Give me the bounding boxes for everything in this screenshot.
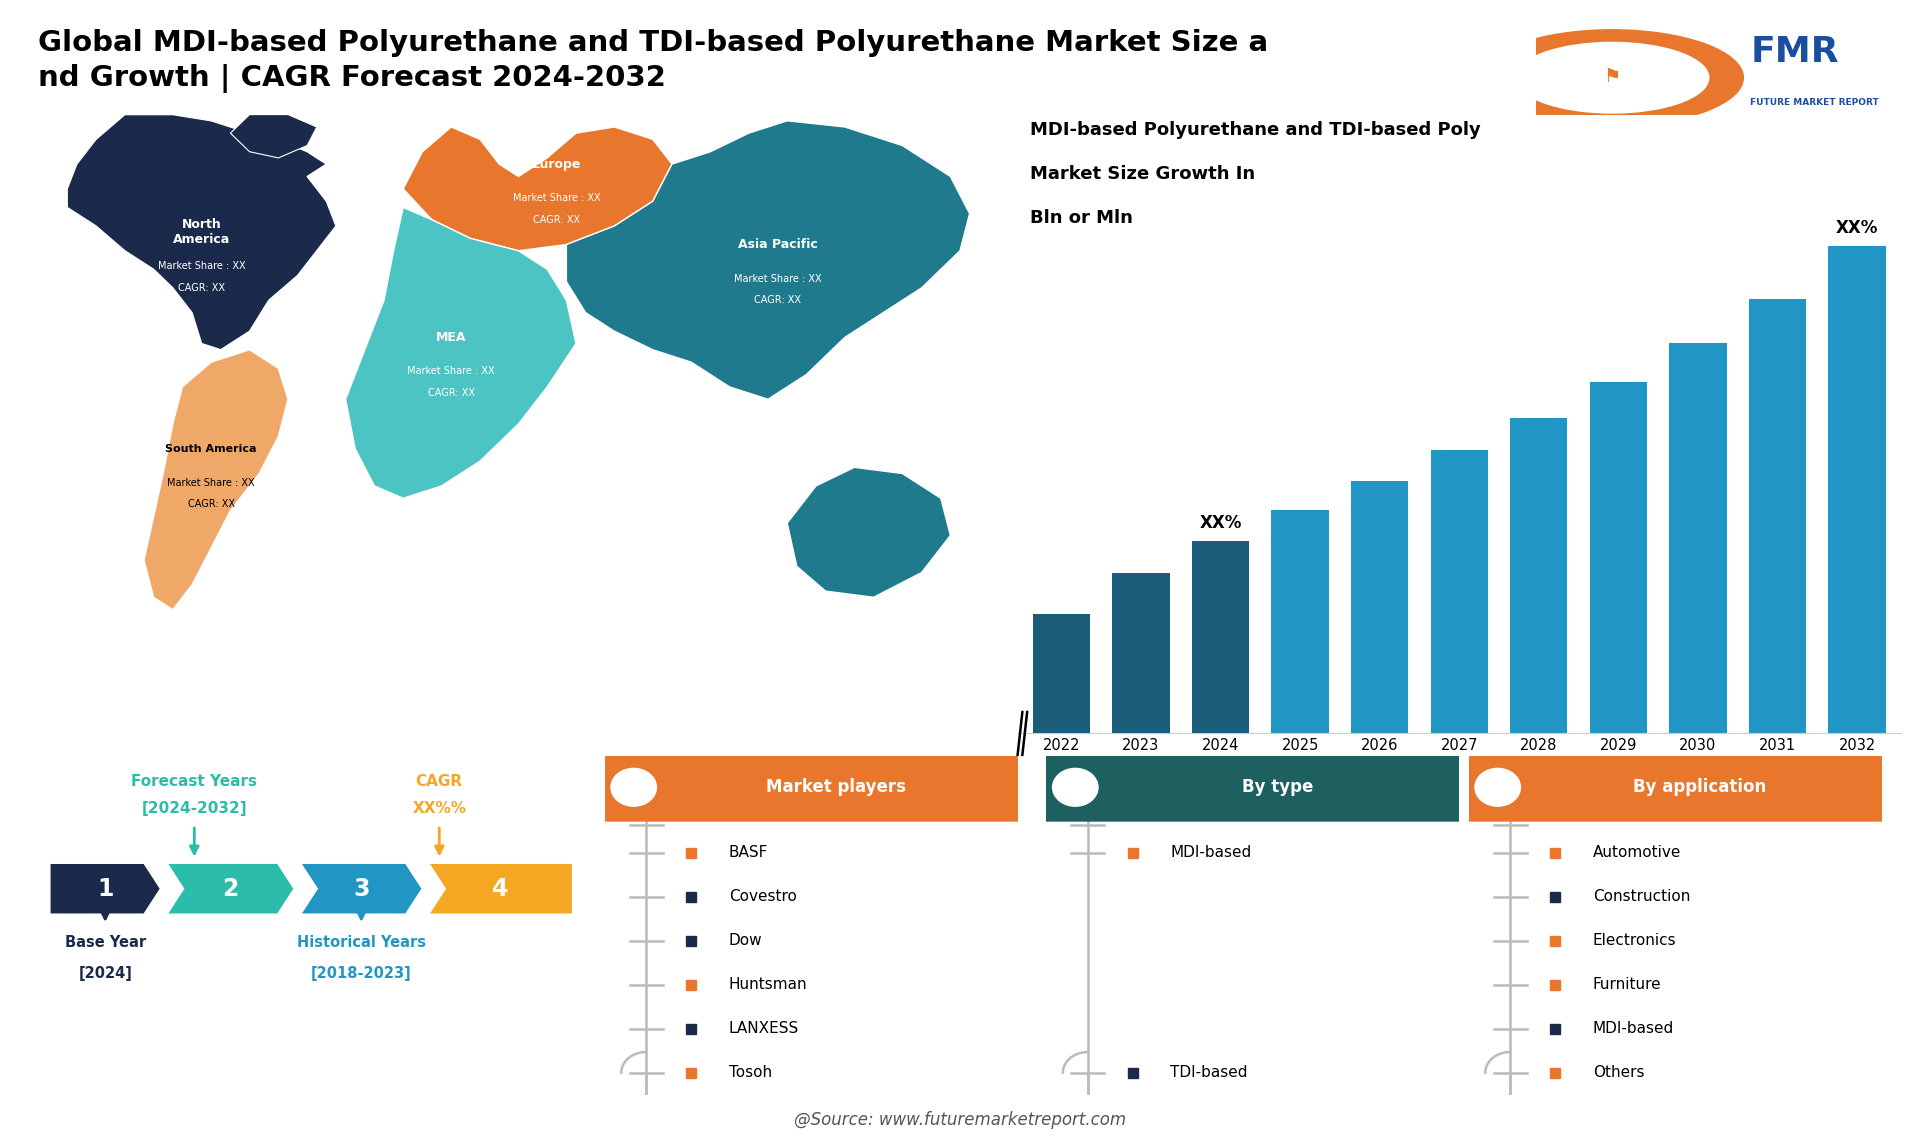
Text: TDI-based: TDI-based: [1171, 1065, 1248, 1081]
Text: 3: 3: [353, 877, 369, 901]
FancyBboxPatch shape: [1035, 753, 1471, 822]
Text: Market Share : XX: Market Share : XX: [733, 274, 822, 283]
Text: ⚑: ⚑: [1603, 69, 1620, 87]
Text: Forecast Years: Forecast Years: [131, 774, 257, 788]
Text: FMR: FMR: [1751, 36, 1839, 70]
Text: Europe: Europe: [532, 158, 582, 171]
Text: XX%: XX%: [1836, 219, 1878, 237]
Circle shape: [1515, 42, 1709, 113]
Text: North
America: North America: [173, 218, 230, 246]
Bar: [1668, 343, 1726, 733]
Text: LANXESS: LANXESS: [730, 1021, 799, 1036]
Bar: [1033, 614, 1091, 733]
Circle shape: [1475, 769, 1521, 807]
Text: Bln or Mln: Bln or Mln: [1029, 209, 1133, 227]
Text: Construction: Construction: [1592, 889, 1690, 904]
Text: MDI-based: MDI-based: [1171, 845, 1252, 861]
Bar: [1112, 573, 1169, 733]
Polygon shape: [67, 115, 336, 350]
Text: Others: Others: [1592, 1065, 1644, 1081]
Text: 1: 1: [98, 877, 113, 901]
Text: Furniture: Furniture: [1592, 978, 1661, 992]
Bar: [1749, 299, 1807, 733]
Text: MDI-based Polyurethane and TDI-based Poly: MDI-based Polyurethane and TDI-based Pol…: [1029, 120, 1480, 139]
Text: 4: 4: [492, 877, 509, 901]
Text: By type: By type: [1242, 778, 1313, 796]
Text: Covestro: Covestro: [730, 889, 797, 904]
FancyBboxPatch shape: [593, 753, 1029, 822]
Text: Dow: Dow: [730, 933, 762, 948]
Text: Global MDI-based Polyurethane and TDI-based Polyurethane Market Size a
nd Growth: Global MDI-based Polyurethane and TDI-ba…: [38, 29, 1269, 93]
Polygon shape: [167, 863, 294, 915]
Bar: [1511, 418, 1567, 733]
Text: @Source: www.futuremarketreport.com: @Source: www.futuremarketreport.com: [795, 1110, 1125, 1129]
Text: 2: 2: [223, 877, 238, 901]
Circle shape: [1480, 30, 1743, 126]
Polygon shape: [50, 863, 161, 915]
Polygon shape: [403, 127, 672, 251]
Text: Market Share : XX: Market Share : XX: [513, 194, 601, 203]
Polygon shape: [566, 120, 970, 399]
Circle shape: [611, 769, 657, 807]
Text: FUTURE MARKET REPORT: FUTURE MARKET REPORT: [1751, 99, 1880, 108]
Polygon shape: [300, 863, 422, 915]
Text: XX%: XX%: [1200, 515, 1242, 532]
Polygon shape: [787, 468, 950, 597]
Text: [2018-2023]: [2018-2023]: [311, 966, 411, 981]
Bar: [1271, 510, 1329, 733]
Text: CAGR: XX: CAGR: XX: [188, 500, 234, 510]
Text: Historical Years: Historical Years: [298, 935, 426, 950]
Polygon shape: [346, 207, 576, 499]
Bar: [1192, 541, 1250, 733]
Text: CAGR: XX: CAGR: XX: [179, 283, 225, 293]
Text: CAGR: XX: CAGR: XX: [755, 296, 801, 305]
Text: XX%%: XX%%: [413, 801, 467, 816]
Text: Market players: Market players: [766, 778, 906, 796]
Text: Huntsman: Huntsman: [730, 978, 806, 992]
Circle shape: [1052, 769, 1098, 807]
Text: [2024-2032]: [2024-2032]: [142, 801, 248, 816]
Text: Market Share : XX: Market Share : XX: [167, 478, 255, 488]
FancyBboxPatch shape: [1457, 753, 1893, 822]
Text: CAGR: XX: CAGR: XX: [534, 214, 580, 225]
Bar: [1352, 481, 1407, 733]
Text: [2024]: [2024]: [79, 966, 132, 981]
Text: CAGR: XX: CAGR: XX: [428, 388, 474, 398]
Text: Automotive: Automotive: [1592, 845, 1682, 861]
Polygon shape: [230, 115, 317, 158]
Text: Market Share : XX: Market Share : XX: [157, 261, 246, 272]
Text: BASF: BASF: [730, 845, 768, 861]
Text: CAGR: CAGR: [417, 774, 463, 788]
Polygon shape: [144, 350, 288, 610]
Bar: [1590, 383, 1647, 733]
Text: MEA: MEA: [436, 331, 467, 344]
Text: Electronics: Electronics: [1592, 933, 1676, 948]
Text: Tosoh: Tosoh: [730, 1065, 772, 1081]
Text: Market Size Growth In: Market Size Growth In: [1029, 165, 1254, 182]
Text: South America: South America: [165, 444, 257, 454]
Bar: [1828, 245, 1885, 733]
Text: MDI-based: MDI-based: [1592, 1021, 1674, 1036]
Text: Market Share : XX: Market Share : XX: [407, 367, 495, 376]
Polygon shape: [428, 863, 572, 915]
Text: Base Year: Base Year: [65, 935, 146, 950]
Text: By application: By application: [1634, 778, 1766, 796]
Bar: [1430, 450, 1488, 733]
Text: Asia Pacific: Asia Pacific: [737, 238, 818, 251]
